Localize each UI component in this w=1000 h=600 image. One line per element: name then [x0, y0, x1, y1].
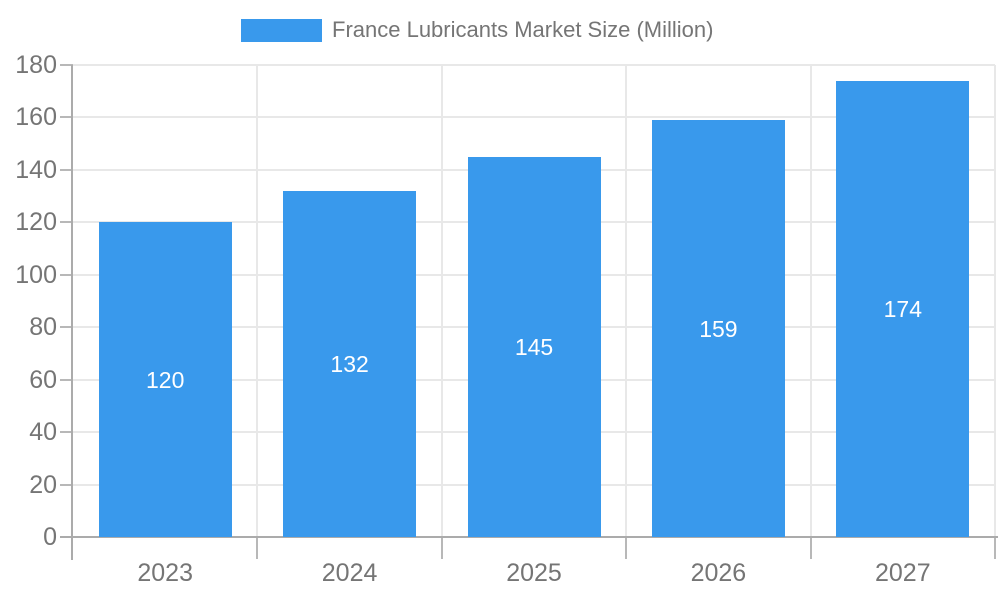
y-tick-label: 20 [29, 470, 57, 499]
legend-swatch [241, 18, 322, 42]
y-tick-mark [60, 273, 73, 276]
y-tick-mark [60, 326, 73, 329]
bar-value-label: 159 [699, 315, 738, 342]
y-tick-label: 100 [15, 260, 57, 289]
y-tick-mark [60, 168, 73, 171]
x-tick-mark [256, 537, 259, 559]
x-tick-label: 2024 [321, 559, 378, 587]
x-axis-line [60, 536, 998, 538]
y-gridline [73, 64, 995, 66]
legend-label: France Lubricants Market Size (Million) [332, 17, 714, 42]
y-tick-mark [60, 116, 73, 119]
y-tick-label: 140 [15, 155, 57, 184]
bar-value-label: 120 [146, 366, 185, 393]
legend-item[interactable]: France Lubricants Market Size (Million) [241, 18, 713, 42]
x-gridline [440, 65, 443, 537]
x-tick-mark [994, 537, 996, 559]
y-tick-mark [60, 64, 73, 66]
bar-value-label: 174 [883, 295, 922, 322]
y-gridline [73, 116, 995, 119]
y-tick-label: 0 [43, 523, 57, 551]
bar-2026[interactable]: 159 [651, 120, 785, 537]
x-gridline [809, 65, 812, 537]
x-tick-mark [625, 537, 628, 559]
y-tick-mark [60, 431, 73, 434]
x-gridline [994, 65, 996, 537]
y-tick-label: 80 [29, 313, 57, 342]
x-tick-label: 2025 [506, 559, 562, 587]
x-tick-label: 2027 [874, 559, 931, 587]
bar-2024[interactable]: 132 [283, 190, 417, 537]
y-tick-label: 60 [29, 365, 57, 394]
y-tick-mark [60, 221, 73, 224]
y-tick-mark [60, 483, 73, 486]
bar-value-label: 145 [514, 333, 554, 360]
y-tick-label: 120 [15, 208, 57, 237]
y-axis-line [71, 65, 73, 560]
y-tick-label: 180 [15, 51, 57, 79]
bar-2023[interactable]: 120 [98, 222, 232, 537]
x-tick-label: 2026 [690, 559, 747, 587]
x-gridline [256, 65, 259, 537]
x-tick-label: 2023 [137, 559, 193, 587]
bar-value-label: 132 [330, 350, 369, 377]
y-tick-mark [60, 378, 73, 381]
x-tick-mark [809, 537, 812, 559]
bar-2027[interactable]: 174 [836, 80, 970, 537]
x-tick-mark [440, 537, 443, 559]
bar-2025[interactable]: 145 [467, 156, 601, 537]
y-tick-label: 40 [29, 418, 57, 447]
y-tick-label: 160 [15, 103, 57, 132]
x-gridline [625, 65, 628, 537]
